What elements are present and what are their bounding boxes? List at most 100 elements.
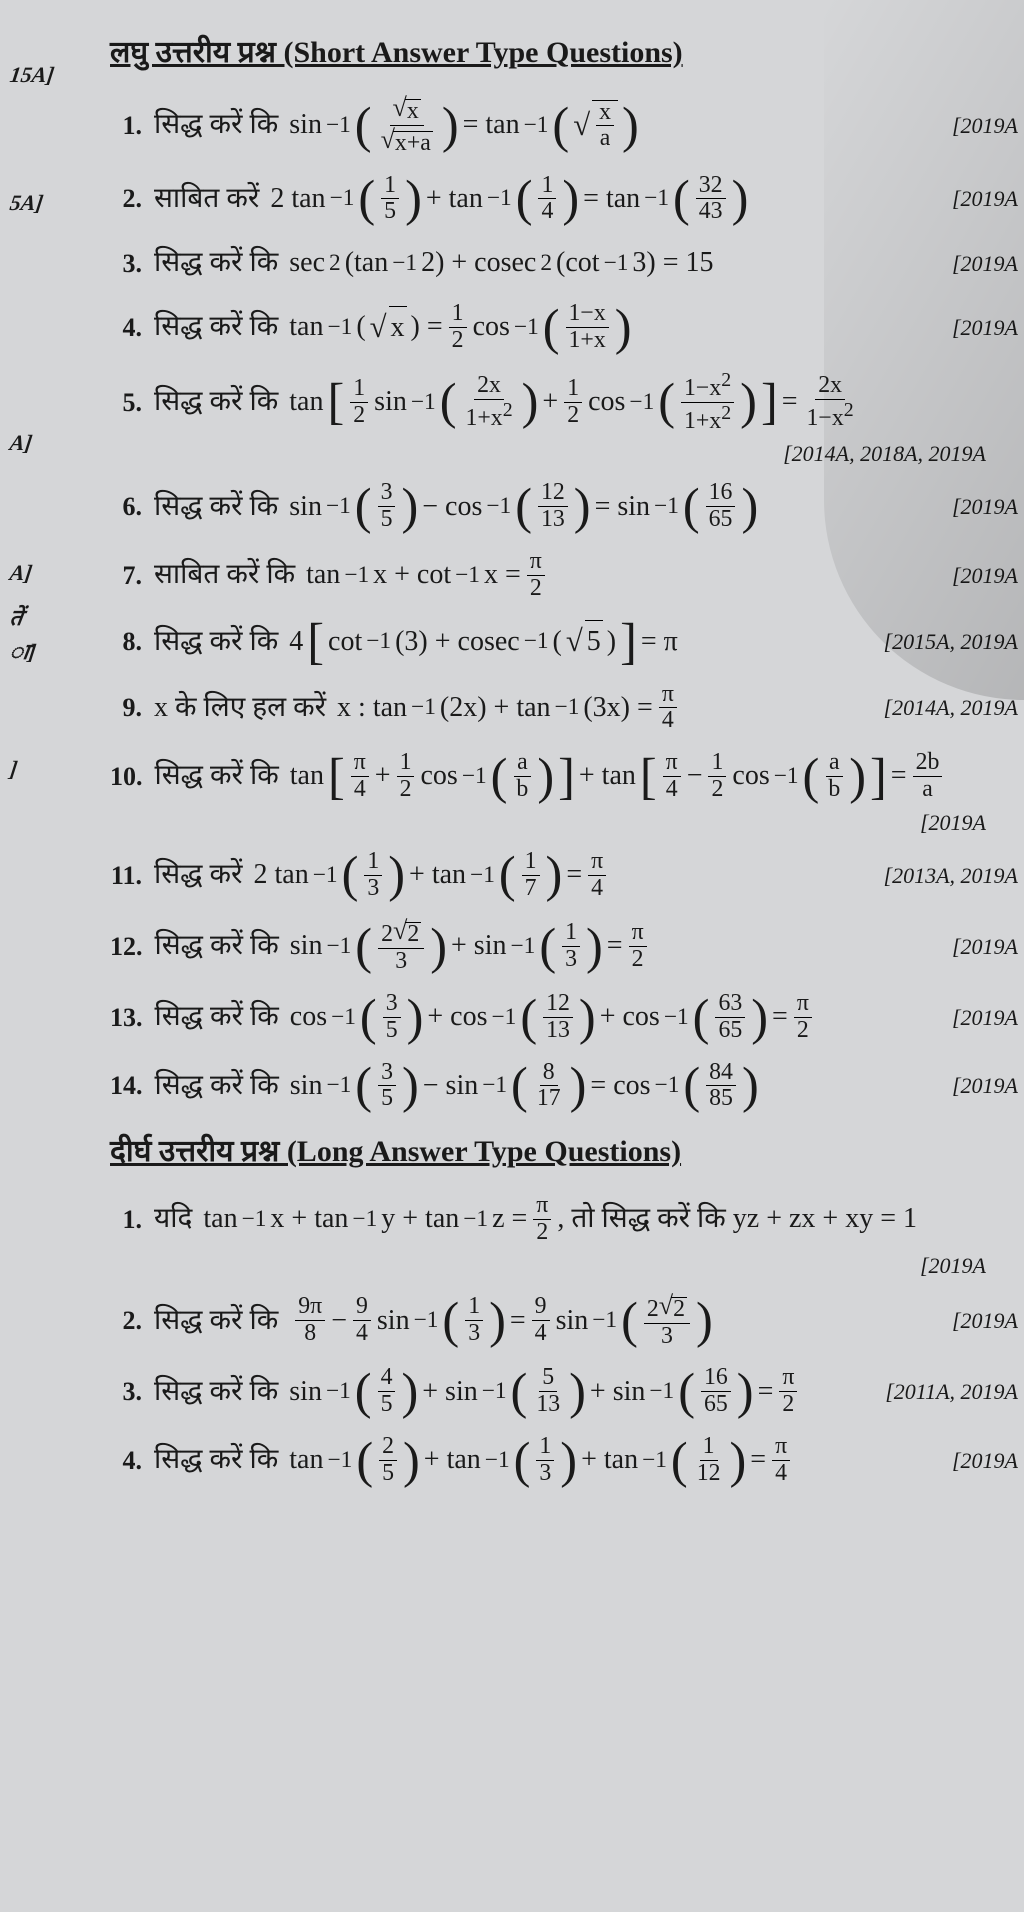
question-number: 2. <box>110 179 154 218</box>
question-number: 4. <box>110 1441 154 1480</box>
question-text: साबित करें कि tan−1 x + cot−1 x = π2 <box>154 550 994 601</box>
question-text: सिद्ध करें 2 tan−1(13) + tan−1(17) = π4 <box>154 850 994 901</box>
prefix: सिद्ध करें कि <box>154 306 278 348</box>
question: 2. साबित करें 2 tan−1(15) + tan−1(14) = … <box>110 174 994 225</box>
margin-label: ा] <box>8 636 38 666</box>
left-margin: 15A] 5A] A] A] तें ा] ] <box>0 0 100 1912</box>
question-text: साबित करें 2 tan−1(15) + tan−1(14) = tan… <box>154 174 994 225</box>
question-number: 1. <box>110 1200 154 1239</box>
short-question-list: 1. सिद्ध करें कि sin−1(√x√x+a) = tan−1(√… <box>110 95 994 1111</box>
question-number: 10. <box>110 757 155 796</box>
question: 9. x के लिए हल करें x : tan−1(2x) + tan−… <box>110 683 994 734</box>
question-text: सिद्ध करें कि sin−1(35) − cos−1(1213) = … <box>154 481 994 532</box>
question-year: [2019A <box>952 182 1018 215</box>
long-answer-header: दीर्घ उत्तरीय प्रश्न (Long Answer Type Q… <box>110 1129 994 1170</box>
question-number: 8. <box>110 622 154 661</box>
question-year: [2019A <box>952 247 1018 280</box>
prefix: सिद्ध करें कि <box>154 1300 278 1342</box>
question-year: [2019A <box>952 1069 1018 1102</box>
margin-label: तें <box>8 602 25 632</box>
margin-label: A] <box>8 430 34 456</box>
question-year: [2019A <box>952 109 1018 142</box>
suffix: , तो सिद्ध करें कि yz + zx + xy = 1 <box>557 1198 917 1240</box>
question: 3. सिद्ध करें कि sin−1(45) + sin−1(513) … <box>110 1366 994 1417</box>
question-text: सिद्ध करें कि sin−1(35) − sin−1(817) = c… <box>155 1061 995 1112</box>
question-year: [2019A <box>952 311 1018 344</box>
question-year: [2019A <box>952 1444 1018 1477</box>
prefix: सिद्ध करें कि <box>154 621 278 663</box>
question-number: 2. <box>110 1301 154 1340</box>
question: 2. सिद्ध करें कि 9π8 − 94 sin−1(13) = 94… <box>110 1293 994 1349</box>
margin-label: 15A] <box>8 62 56 88</box>
prefix: यदि <box>154 1198 192 1240</box>
prefix: सिद्ध करें कि <box>154 1439 278 1481</box>
question-text: सिद्ध करें कि 4[cot−1(3) + cosec−1(√5)] … <box>154 618 994 664</box>
question-year: [2019A <box>952 1304 1018 1337</box>
question-text: सिद्ध करें कि tan[π4 + 12 cos−1(ab)] + t… <box>155 751 995 802</box>
question-text: सिद्ध करें कि sin−1(2√23) + sin−1(13) = … <box>155 918 995 974</box>
question: 8. सिद्ध करें कि 4[cot−1(3) + cosec−1(√5… <box>110 618 994 664</box>
question-text: सिद्ध करें कि tan−1(25) + tan−1(13) + ta… <box>154 1435 994 1486</box>
margin-label: 5A] <box>8 190 45 216</box>
question-number: 9. <box>110 688 154 727</box>
margin-label: A] <box>8 560 34 586</box>
question-text: सिद्ध करें कि 9π8 − 94 sin−1(13) = 94 si… <box>154 1293 994 1349</box>
question-text: सिद्ध करें कि sin−1(√x√x+a) = tan−1(√xa) <box>154 95 994 156</box>
question-text: सिद्ध करें कि tan[12 sin−1(2x1+x2) + 12 … <box>154 371 994 433</box>
question: 5. सिद्ध करें कि tan[12 sin−1(2x1+x2) + … <box>110 371 994 433</box>
question: 4. सिद्ध करें कि tan−1(√x) = 12 cos−1(1−… <box>110 302 994 353</box>
question-year: [2019A <box>952 559 1018 592</box>
question-number: 6. <box>110 487 154 526</box>
question: 7. साबित करें कि tan−1 x + cot−1 x = π2 … <box>110 550 994 601</box>
question: 1. सिद्ध करें कि sin−1(√x√x+a) = tan−1(√… <box>110 95 994 156</box>
question-number: 5. <box>110 383 154 422</box>
question-number: 1. <box>110 106 154 145</box>
prefix: सिद्ध करें कि <box>154 381 278 423</box>
prefix: x के लिए हल करें <box>154 687 326 729</box>
question-year: [2019A <box>952 930 1018 963</box>
question-year: [2013A, 2019A <box>884 859 1018 892</box>
question: 10. सिद्ध करें कि tan[π4 + 12 cos−1(ab)]… <box>110 751 994 802</box>
question-number: 13. <box>110 998 155 1037</box>
prefix: सिद्ध करें कि <box>154 486 278 528</box>
prefix: सिद्ध करें कि <box>154 242 278 284</box>
question: 14. सिद्ध करें कि sin−1(35) − sin−1(817)… <box>110 1061 994 1112</box>
prefix: सिद्ध करें कि <box>154 1371 278 1413</box>
prefix: सिद्ध करें कि <box>155 755 279 797</box>
question-year: [2011A, 2019A <box>885 1375 1018 1408</box>
question-number: 4. <box>110 308 154 347</box>
question-year: [2019A <box>110 810 994 836</box>
textbook-page: 15A] 5A] A] A] तें ा] ] लघु उत्तरीय प्रश… <box>0 0 1024 1912</box>
question-text: यदि tan−1 x + tan−1 y + tan−1 z = π2 , त… <box>154 1194 994 1245</box>
question: 12. सिद्ध करें कि sin−1(2√23) + sin−1(13… <box>110 918 994 974</box>
prefix: साबित करें <box>154 178 259 220</box>
prefix: साबित करें कि <box>154 554 295 596</box>
short-answer-header: लघु उत्तरीय प्रश्न (Short Answer Type Qu… <box>110 30 994 71</box>
prefix: सिद्ध करें <box>154 854 243 896</box>
prefix: सिद्ध करें कि <box>155 925 279 967</box>
question-year: [2015A, 2019A <box>884 625 1018 658</box>
question-number: 7. <box>110 556 154 595</box>
question-year: [2014A, 2018A, 2019A <box>110 441 994 467</box>
question-year: [2019A <box>952 490 1018 523</box>
question-text: सिद्ध करें कि tan−1(√x) = 12 cos−1(1−x1+… <box>154 302 994 353</box>
prefix: सिद्ध करें कि <box>155 1065 279 1107</box>
question-number: 3. <box>110 1372 154 1411</box>
question: 4. सिद्ध करें कि tan−1(25) + tan−1(13) +… <box>110 1435 994 1486</box>
question-number: 11. <box>110 856 154 895</box>
question-year: [2014A, 2019A <box>884 691 1018 724</box>
question-number: 12. <box>110 927 155 966</box>
question-text: सिद्ध करें कि sin−1(45) + sin−1(513) + s… <box>154 1366 994 1417</box>
question: 11. सिद्ध करें 2 tan−1(13) + tan−1(17) =… <box>110 850 994 901</box>
question-year: [2019A <box>952 1001 1018 1034</box>
question: 1. यदि tan−1 x + tan−1 y + tan−1 z = π2 … <box>110 1194 994 1245</box>
question-text: x के लिए हल करें x : tan−1(2x) + tan−1(3… <box>154 683 994 734</box>
question-text: सिद्ध करें कि sec2(tan−1 2) + cosec2(cot… <box>154 242 994 284</box>
long-question-list: 1. यदि tan−1 x + tan−1 y + tan−1 z = π2 … <box>110 1194 994 1485</box>
question-number: 3. <box>110 244 154 283</box>
prefix: सिद्ध करें कि <box>154 104 278 146</box>
margin-label: ] <box>8 756 19 782</box>
prefix: सिद्ध करें कि <box>155 996 279 1038</box>
question-text: सिद्ध करें कि cos−1(35) + cos−1(1213) + … <box>155 992 995 1043</box>
question: 13. सिद्ध करें कि cos−1(35) + cos−1(1213… <box>110 992 994 1043</box>
